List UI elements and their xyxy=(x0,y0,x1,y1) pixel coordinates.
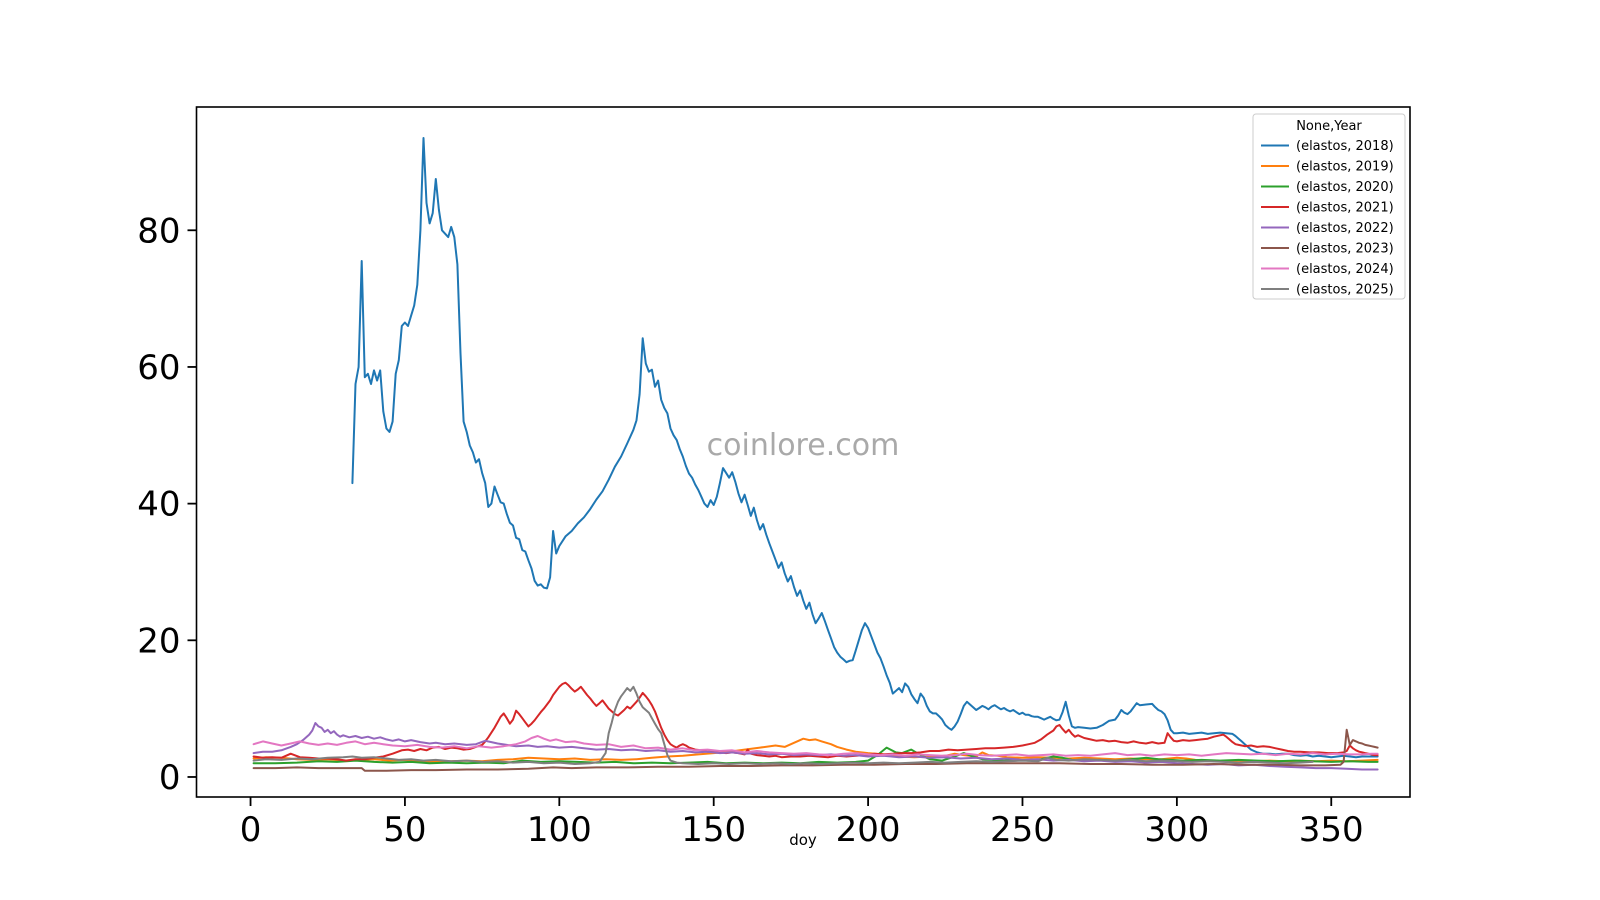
watermark: coinlore.com xyxy=(707,428,900,463)
legend-label-2022: (elastos, 2022) xyxy=(1296,221,1394,236)
series-line-2022 xyxy=(252,722,1379,771)
series-line-2018 xyxy=(351,137,1379,759)
x-tick-label: 300 xyxy=(1144,810,1209,850)
x-tick-label: 150 xyxy=(681,810,746,850)
x-tick-label: 200 xyxy=(836,810,901,850)
series-line-2025 xyxy=(252,685,1314,765)
plot-area xyxy=(195,106,1411,798)
legend-label-2024: (elastos, 2024) xyxy=(1296,262,1394,277)
legend-title: None,Year xyxy=(1296,119,1362,134)
legend-items: (elastos, 2018) (elastos, 2019) (elastos, … xyxy=(1261,139,1394,298)
legend-label-2021: (elastos, 2021) xyxy=(1296,201,1394,216)
x-tick-label: 0 xyxy=(240,810,262,850)
series-line-2024 xyxy=(252,735,1379,757)
x-axis-label: doy xyxy=(789,831,817,849)
y-tick-label: 60 xyxy=(137,348,180,388)
x-tick-label: 250 xyxy=(990,810,1055,850)
legend-label-2019: (elastos, 2019) xyxy=(1296,160,1394,175)
y-tick-label: 0 xyxy=(159,758,181,798)
x-tick-label: 100 xyxy=(527,810,592,850)
legend: None,Year (elastos, 2018) (elastos, 2019)… xyxy=(1252,113,1406,300)
legend-box xyxy=(1252,113,1406,300)
x-tick-label: 50 xyxy=(383,810,426,850)
x-axis: 0 50 100 150 200 250 300 350 xyxy=(240,797,1364,850)
y-tick-label: 20 xyxy=(137,621,180,661)
series-line-2021 xyxy=(252,681,1379,762)
series-line-2023 xyxy=(252,728,1379,772)
series-lines xyxy=(252,137,1379,772)
legend-label-2025: (elastos, 2025) xyxy=(1296,283,1394,298)
y-axis: 0 20 40 60 80 xyxy=(137,211,197,798)
y-tick-label: 80 xyxy=(137,211,180,251)
legend-label-2020: (elastos, 2020) xyxy=(1296,180,1394,195)
legend-label-2023: (elastos, 2023) xyxy=(1296,242,1394,257)
x-tick-label: 350 xyxy=(1299,810,1364,850)
legend-label-2018: (elastos, 2018) xyxy=(1296,139,1394,154)
y-tick-label: 40 xyxy=(137,485,180,525)
